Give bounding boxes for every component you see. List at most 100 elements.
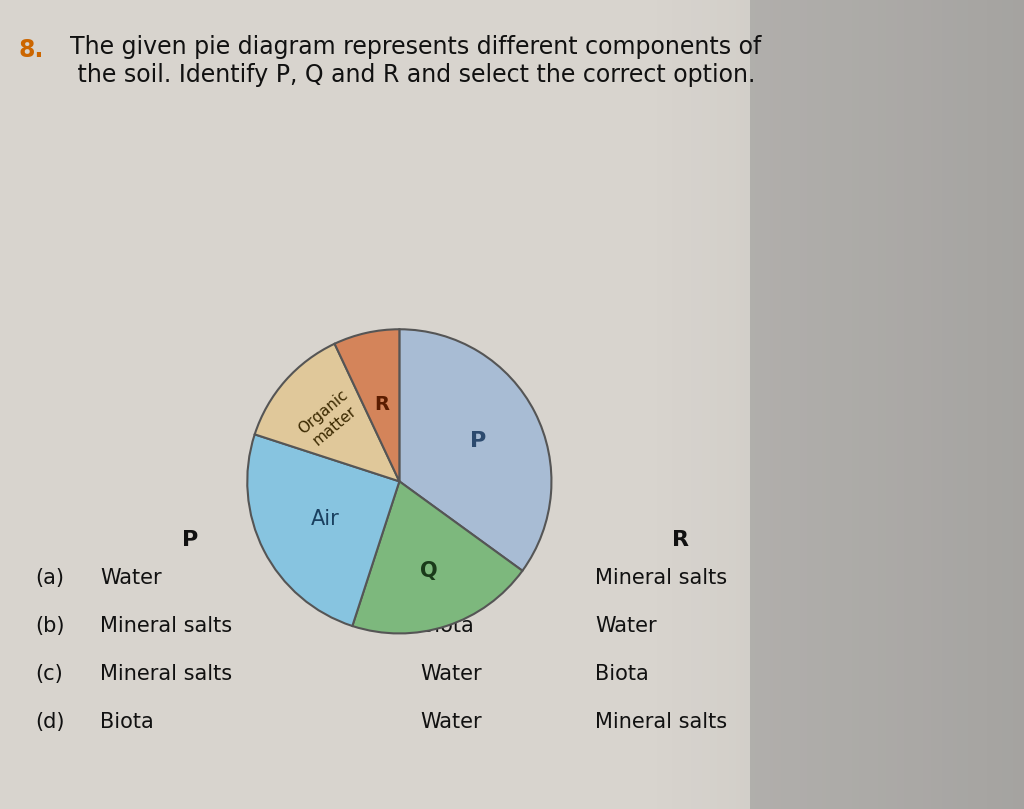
Bar bbox=[997, 0, 1001, 809]
Bar bbox=[793, 0, 796, 809]
Bar bbox=[968, 0, 972, 809]
Bar bbox=[770, 0, 773, 809]
Text: Water: Water bbox=[595, 616, 656, 636]
Text: R: R bbox=[672, 530, 688, 550]
Bar bbox=[766, 0, 770, 809]
Bar bbox=[874, 0, 879, 809]
Bar bbox=[718, 0, 721, 809]
Text: Water: Water bbox=[420, 664, 481, 684]
Bar bbox=[841, 0, 845, 809]
Text: Biota: Biota bbox=[420, 616, 474, 636]
Bar bbox=[721, 0, 725, 809]
Bar bbox=[710, 0, 714, 809]
Bar bbox=[882, 0, 886, 809]
Text: Mineral salts: Mineral salts bbox=[100, 664, 232, 684]
Bar bbox=[687, 0, 691, 809]
Text: Mineral salts: Mineral salts bbox=[100, 616, 232, 636]
Bar bbox=[949, 0, 953, 809]
Bar bbox=[807, 0, 811, 809]
Bar bbox=[923, 0, 927, 809]
Wedge shape bbox=[335, 329, 399, 481]
Bar bbox=[986, 0, 990, 809]
Bar bbox=[886, 0, 890, 809]
Text: (d): (d) bbox=[35, 712, 65, 732]
Text: Biota: Biota bbox=[100, 712, 154, 732]
Bar bbox=[680, 0, 684, 809]
Bar bbox=[739, 0, 743, 809]
Bar bbox=[1013, 0, 1017, 809]
Bar bbox=[684, 0, 687, 809]
Bar bbox=[829, 0, 834, 809]
Bar bbox=[702, 0, 707, 809]
Bar bbox=[707, 0, 710, 809]
Bar bbox=[811, 0, 814, 809]
Wedge shape bbox=[399, 329, 552, 571]
Bar bbox=[859, 0, 863, 809]
Bar bbox=[1001, 0, 1006, 809]
Bar bbox=[662, 0, 665, 809]
Bar bbox=[1020, 0, 1024, 809]
Bar bbox=[927, 0, 931, 809]
Bar bbox=[945, 0, 949, 809]
Bar bbox=[931, 0, 934, 809]
Bar bbox=[961, 0, 965, 809]
Bar bbox=[736, 0, 739, 809]
Bar bbox=[728, 0, 732, 809]
Text: Organic
matter: Organic matter bbox=[295, 388, 361, 451]
Bar bbox=[759, 0, 762, 809]
Bar bbox=[653, 0, 657, 809]
Bar bbox=[773, 0, 777, 809]
Bar bbox=[673, 0, 676, 809]
Bar bbox=[804, 0, 807, 809]
Bar bbox=[800, 0, 804, 809]
Bar bbox=[915, 0, 920, 809]
Text: Biota: Biota bbox=[595, 664, 649, 684]
Bar bbox=[748, 0, 751, 809]
Bar bbox=[732, 0, 736, 809]
Bar bbox=[994, 0, 997, 809]
Wedge shape bbox=[352, 481, 522, 633]
Bar bbox=[777, 0, 781, 809]
Bar bbox=[904, 0, 908, 809]
Text: Biota: Biota bbox=[420, 568, 474, 588]
Text: P: P bbox=[470, 431, 486, 451]
Text: (b): (b) bbox=[35, 616, 65, 636]
Bar bbox=[976, 0, 979, 809]
Bar bbox=[1009, 0, 1013, 809]
Wedge shape bbox=[247, 434, 399, 626]
Bar bbox=[897, 0, 900, 809]
Bar bbox=[938, 0, 942, 809]
Bar bbox=[911, 0, 915, 809]
Bar bbox=[822, 0, 825, 809]
Text: Water: Water bbox=[420, 712, 481, 732]
Bar bbox=[725, 0, 728, 809]
Bar bbox=[1017, 0, 1020, 809]
Bar bbox=[698, 0, 702, 809]
Bar bbox=[920, 0, 923, 809]
Bar bbox=[890, 0, 893, 809]
Bar bbox=[743, 0, 748, 809]
Bar bbox=[714, 0, 718, 809]
Bar bbox=[867, 0, 870, 809]
Bar bbox=[825, 0, 829, 809]
Bar bbox=[650, 0, 653, 809]
Wedge shape bbox=[255, 344, 399, 481]
Bar bbox=[695, 0, 698, 809]
Bar bbox=[676, 0, 680, 809]
Bar bbox=[751, 0, 755, 809]
Text: P: P bbox=[182, 530, 198, 550]
Bar bbox=[965, 0, 968, 809]
Bar bbox=[848, 0, 852, 809]
Text: Air: Air bbox=[310, 510, 339, 529]
Bar bbox=[852, 0, 856, 809]
Bar bbox=[979, 0, 983, 809]
Bar bbox=[818, 0, 822, 809]
Bar bbox=[788, 0, 793, 809]
Bar bbox=[908, 0, 911, 809]
Bar bbox=[837, 0, 841, 809]
Bar bbox=[863, 0, 867, 809]
Text: (a): (a) bbox=[35, 568, 63, 588]
Text: Water: Water bbox=[100, 568, 162, 588]
Text: Q: Q bbox=[470, 530, 489, 550]
Bar bbox=[856, 0, 859, 809]
